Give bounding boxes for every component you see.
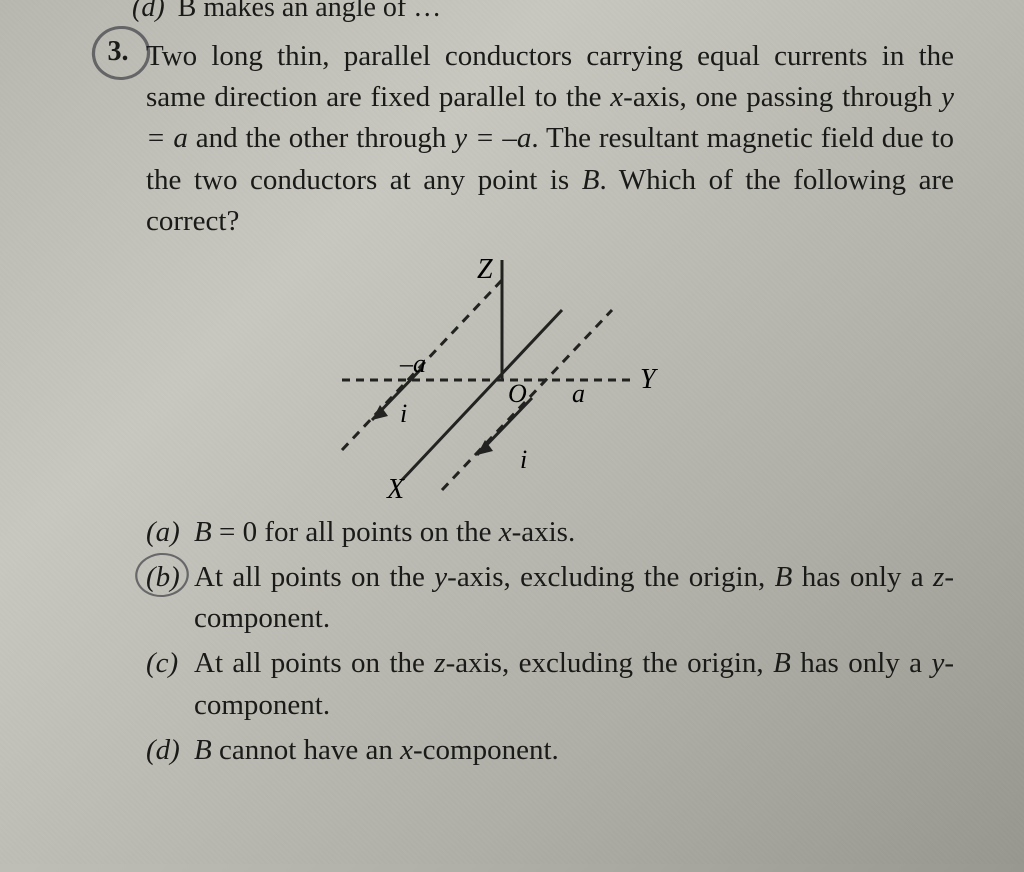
x-axis bbox=[402, 310, 562, 480]
a-label: a bbox=[572, 379, 585, 408]
neg-a-label: –a bbox=[399, 349, 426, 378]
option-c: (c) At all points on the z-axis, excludi… bbox=[146, 643, 954, 725]
i1-label: i bbox=[400, 399, 407, 428]
question-number: 3. bbox=[108, 36, 129, 67]
question-number-wrap: 3. bbox=[90, 36, 146, 68]
x-label: X bbox=[386, 474, 405, 505]
i2-label: i bbox=[520, 445, 527, 474]
previous-option-d: (d) B makes an angle of … bbox=[90, 0, 954, 24]
options-list: (a) B = 0 for all points on the x-axis. … bbox=[90, 512, 954, 771]
option-c-text: At all points on the z-axis, excluding t… bbox=[194, 643, 954, 725]
option-d-text: B cannot have an x-component. bbox=[194, 730, 954, 771]
option-a: (a) B = 0 for all points on the x-axis. bbox=[146, 512, 954, 553]
option-b-label: (b) bbox=[146, 557, 194, 639]
prev-label: (d) bbox=[132, 0, 165, 23]
y-label: Y bbox=[640, 364, 659, 395]
z-label: Z bbox=[477, 254, 493, 285]
option-d: (d) B cannot have an x-component. bbox=[146, 730, 954, 771]
option-c-label: (c) bbox=[146, 643, 194, 725]
question-text: Two long thin, parallel conductors carry… bbox=[146, 36, 954, 242]
prev-text: B makes an angle of … bbox=[178, 0, 442, 23]
option-a-label: (a) bbox=[146, 512, 194, 553]
diagram-container: Z Y X O –a i a i bbox=[50, 250, 914, 510]
option-b: (b) At all points on the y-axis, excludi… bbox=[146, 557, 954, 639]
question-row: 3. Two long thin, parallel conductors ca… bbox=[90, 36, 954, 242]
option-d-label: (d) bbox=[146, 730, 194, 771]
option-b-text: At all points on the y-axis, excluding t… bbox=[194, 557, 954, 639]
conductor-diagram: Z Y X O –a i a i bbox=[272, 250, 692, 510]
option-a-text: B = 0 for all points on the x-axis. bbox=[194, 512, 954, 553]
page-content: (d) B makes an angle of … 3. Two long th… bbox=[0, 0, 1024, 771]
